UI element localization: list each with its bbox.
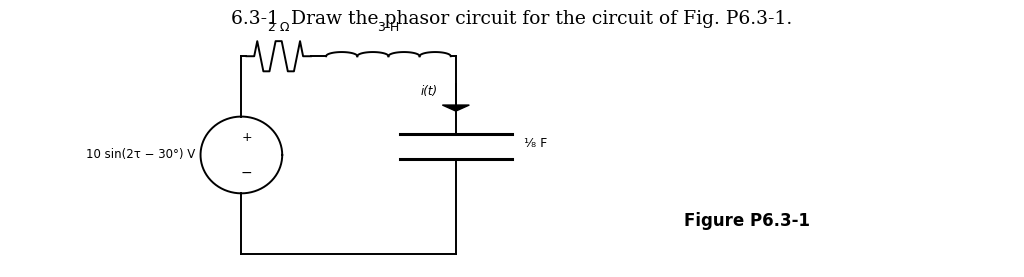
- Text: 2 Ω: 2 Ω: [268, 21, 290, 34]
- Text: 3 H: 3 H: [378, 21, 399, 34]
- Text: 6.3-1  Draw the phasor circuit for the circuit of Fig. P6.3-1.: 6.3-1 Draw the phasor circuit for the ci…: [231, 10, 793, 28]
- Polygon shape: [442, 105, 469, 111]
- Text: +: +: [242, 131, 252, 144]
- Text: i(t): i(t): [420, 85, 437, 98]
- Text: Figure P6.3-1: Figure P6.3-1: [684, 212, 810, 230]
- Text: ¹⁄₈ F: ¹⁄₈ F: [524, 137, 548, 150]
- Text: −: −: [241, 166, 252, 180]
- Text: 10 sin(2τ − 30°) V: 10 sin(2τ − 30°) V: [86, 148, 196, 161]
